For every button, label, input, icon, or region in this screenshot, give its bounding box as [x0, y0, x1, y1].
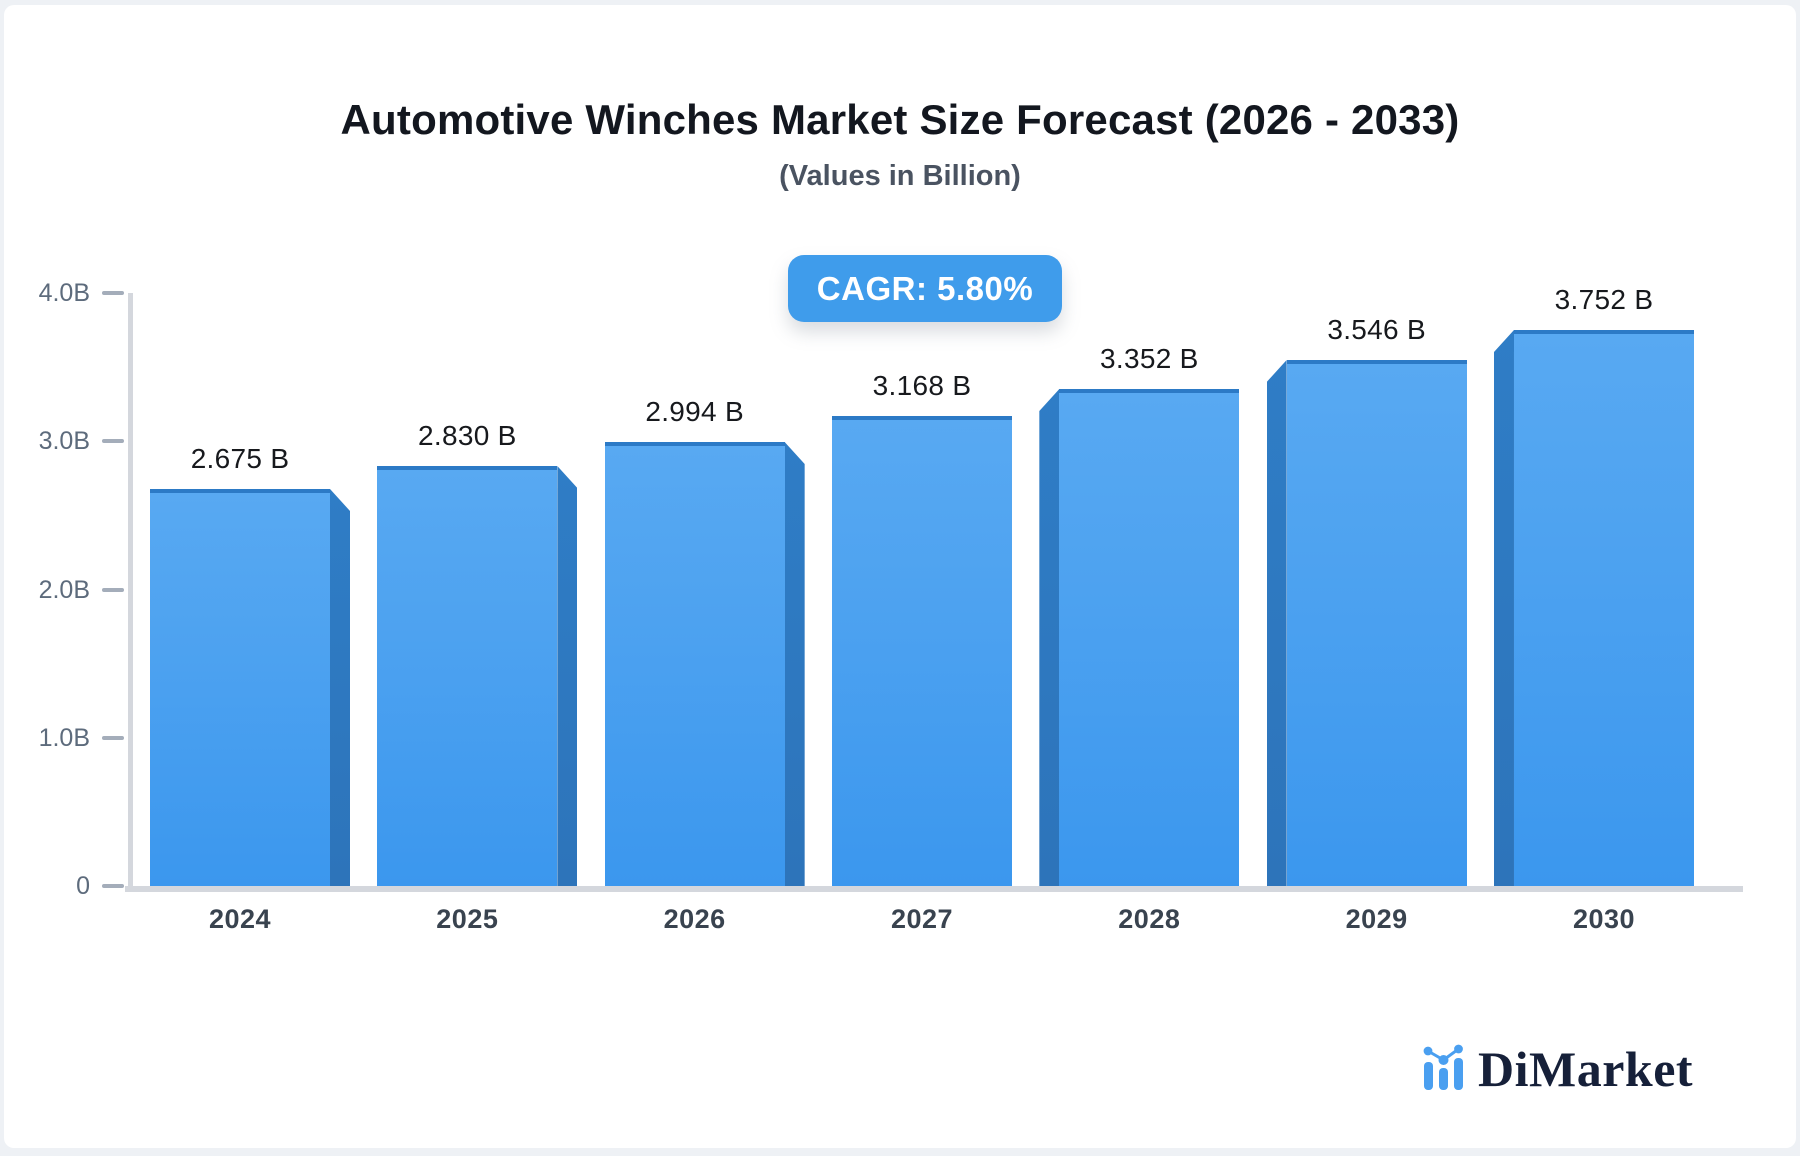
bar-3d-side [1266, 360, 1287, 886]
y-tick-mark [102, 587, 124, 592]
bar-chart-trend-icon [1423, 1044, 1463, 1090]
bar-value-label: 2.675 B [190, 443, 290, 474]
bar-3d-side [557, 466, 578, 886]
bar-2029 [1286, 360, 1467, 886]
y-axis-line [128, 293, 133, 892]
x-axis-category-label: 2026 [663, 904, 726, 934]
y-tick-label: 2.0B [38, 575, 90, 604]
chart-title: Automotive Winches Market Size Forecast … [340, 96, 1460, 143]
bar-value-label: 3.352 B [1100, 343, 1199, 374]
bar-value-label: 3.546 B [1327, 314, 1426, 345]
bar-3d-side [784, 442, 805, 886]
y-tick-mark [102, 439, 124, 444]
y-tick-mark [102, 291, 124, 295]
bar-2028 [1059, 389, 1240, 886]
y-tick-mark [102, 884, 124, 888]
x-axis-category-label: 2028 [1118, 904, 1181, 934]
bar-2027 [831, 416, 1012, 886]
bar-2030 [1513, 330, 1694, 886]
bar-value-label: 3.168 B [872, 370, 972, 401]
bar-2025 [377, 466, 558, 886]
bar-2024 [150, 489, 330, 886]
chart-subtitle: (Values in Billion) [779, 160, 1021, 192]
x-axis-category-label: 2024 [208, 904, 272, 934]
bar-3d-side [1493, 330, 1514, 886]
brand-logo-text: DiMarket [1478, 1041, 1694, 1097]
brand-logo: DiMarket [1420, 1038, 1693, 1096]
bar-3d-side [330, 489, 350, 886]
y-tick-label: 1.0B [38, 723, 90, 752]
x-axis-baseline [125, 886, 1743, 892]
x-axis-category-label: 2030 [1572, 904, 1636, 934]
x-axis-category-label: 2027 [890, 904, 954, 934]
cagr-badge: CAGR: 5.80% [788, 255, 1062, 322]
cagr-badge-label: CAGR: 5.80% [816, 269, 1034, 307]
x-axis-category-label: 2029 [1345, 904, 1408, 934]
bar-value-label: 2.830 B [418, 420, 517, 451]
y-tick-label: 3.0B [38, 427, 90, 456]
bar-3d-side [1039, 389, 1060, 886]
bar-value-label: 2.994 B [645, 396, 744, 427]
y-tick-label: 4.0B [38, 279, 90, 307]
x-axis-category-label: 2025 [436, 904, 499, 934]
bar-value-label: 3.752 B [1554, 284, 1654, 315]
bar-2026 [604, 442, 785, 886]
y-tick-label: 0 [76, 872, 90, 900]
y-tick-mark [102, 735, 124, 740]
